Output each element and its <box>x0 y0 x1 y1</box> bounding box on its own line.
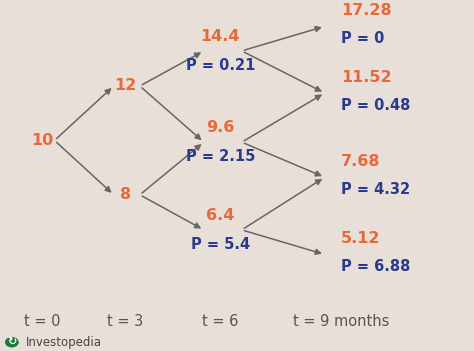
Text: 6.4: 6.4 <box>206 208 235 223</box>
Text: 12: 12 <box>115 79 137 93</box>
Text: 7.68: 7.68 <box>341 154 381 169</box>
Text: Investopedia: Investopedia <box>26 336 102 349</box>
Text: P = 2.15: P = 2.15 <box>186 150 255 164</box>
Circle shape <box>6 338 18 347</box>
Text: 17.28: 17.28 <box>341 3 392 18</box>
Text: t = 6: t = 6 <box>202 314 238 329</box>
Text: 5.12: 5.12 <box>341 231 381 246</box>
Text: 8: 8 <box>120 187 131 202</box>
Text: 11.52: 11.52 <box>341 70 392 85</box>
Text: 14.4: 14.4 <box>201 29 240 44</box>
Text: t = 9 months: t = 9 months <box>293 314 390 329</box>
Text: t = 3: t = 3 <box>108 314 144 329</box>
Text: ↻: ↻ <box>7 337 17 347</box>
Text: P = 0.48: P = 0.48 <box>341 98 410 113</box>
Text: P = 5.4: P = 5.4 <box>191 237 250 252</box>
Text: t = 0: t = 0 <box>24 314 61 329</box>
Text: P = 4.32: P = 4.32 <box>341 182 410 197</box>
Text: 9.6: 9.6 <box>206 120 235 135</box>
Text: P = 0.21: P = 0.21 <box>186 58 255 73</box>
Text: P = 0: P = 0 <box>341 31 385 46</box>
Text: P = 6.88: P = 6.88 <box>341 259 410 274</box>
Text: 10: 10 <box>32 133 54 148</box>
